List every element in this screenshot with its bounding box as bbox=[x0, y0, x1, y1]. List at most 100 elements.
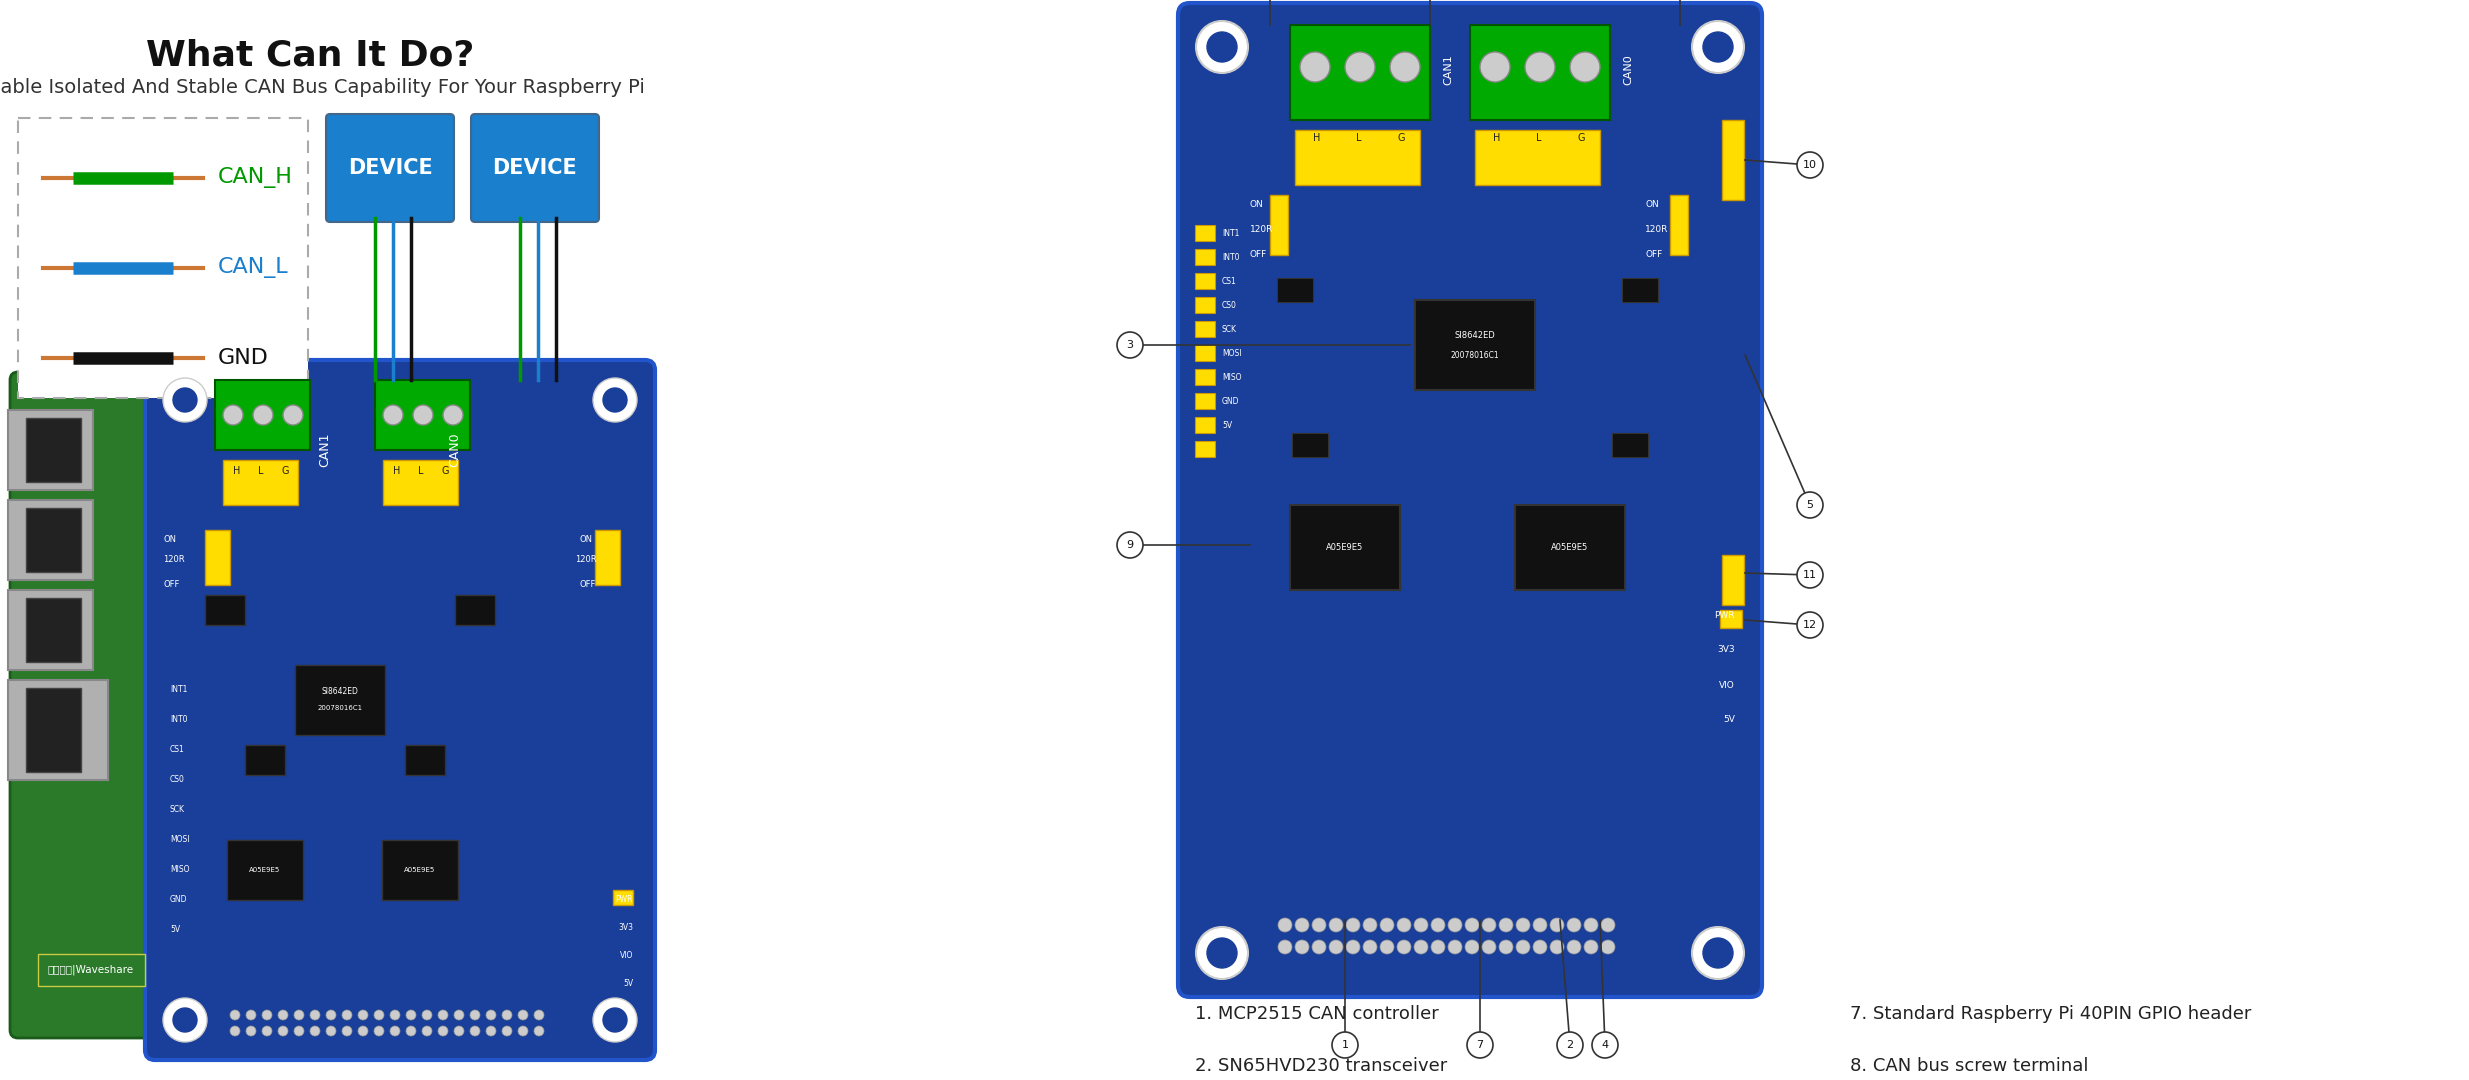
Text: GND: GND bbox=[217, 348, 269, 368]
Text: 9: 9 bbox=[1126, 540, 1133, 550]
Circle shape bbox=[533, 1026, 543, 1036]
Text: 7: 7 bbox=[1476, 1040, 1484, 1050]
Bar bbox=[7, 500, 94, 580]
Bar bbox=[27, 418, 81, 482]
Bar bbox=[1195, 417, 1215, 433]
Circle shape bbox=[1558, 1032, 1583, 1058]
Text: MOSI: MOSI bbox=[1222, 349, 1242, 357]
Circle shape bbox=[454, 1026, 464, 1036]
Circle shape bbox=[247, 1010, 257, 1020]
Text: G: G bbox=[1397, 133, 1405, 143]
Text: 5V: 5V bbox=[170, 926, 180, 934]
Bar bbox=[612, 890, 632, 905]
Circle shape bbox=[222, 405, 242, 426]
Circle shape bbox=[1570, 52, 1600, 82]
Circle shape bbox=[1516, 940, 1531, 954]
FancyBboxPatch shape bbox=[146, 360, 654, 1059]
Circle shape bbox=[1328, 940, 1343, 954]
Circle shape bbox=[1499, 940, 1513, 954]
Text: 2. SN65HVD230 transceiver: 2. SN65HVD230 transceiver bbox=[1195, 1057, 1447, 1075]
Text: OFF: OFF bbox=[1249, 249, 1267, 259]
Text: G: G bbox=[442, 465, 449, 476]
Text: G: G bbox=[1578, 133, 1585, 143]
Text: 120R: 120R bbox=[1644, 225, 1669, 234]
Circle shape bbox=[422, 1026, 432, 1036]
Text: ON: ON bbox=[580, 535, 593, 544]
Text: OFF: OFF bbox=[163, 580, 180, 589]
Text: H: H bbox=[232, 465, 239, 476]
Circle shape bbox=[279, 1026, 289, 1036]
Text: CAN1: CAN1 bbox=[319, 433, 331, 468]
Text: INT0: INT0 bbox=[170, 715, 188, 725]
Circle shape bbox=[1397, 940, 1410, 954]
Text: INT1: INT1 bbox=[170, 686, 188, 694]
Circle shape bbox=[1363, 918, 1378, 932]
Circle shape bbox=[343, 1026, 353, 1036]
Circle shape bbox=[358, 1010, 368, 1020]
Bar bbox=[1516, 505, 1625, 590]
Bar bbox=[1276, 278, 1314, 302]
Bar bbox=[405, 745, 444, 775]
Circle shape bbox=[284, 405, 304, 426]
Circle shape bbox=[1551, 940, 1563, 954]
Circle shape bbox=[1380, 918, 1395, 932]
Text: 120R: 120R bbox=[575, 555, 597, 564]
Bar bbox=[1195, 225, 1215, 241]
Circle shape bbox=[1390, 52, 1420, 82]
Circle shape bbox=[1704, 32, 1733, 62]
Bar bbox=[454, 595, 494, 625]
Circle shape bbox=[1516, 918, 1531, 932]
Text: SI8642ED: SI8642ED bbox=[321, 688, 358, 697]
Circle shape bbox=[1447, 918, 1462, 932]
Text: CS1: CS1 bbox=[1222, 276, 1237, 285]
Bar bbox=[1195, 441, 1215, 457]
Circle shape bbox=[412, 405, 432, 426]
Bar bbox=[1195, 369, 1215, 384]
Circle shape bbox=[1432, 918, 1444, 932]
Bar bbox=[595, 530, 620, 585]
Text: MISO: MISO bbox=[170, 865, 190, 875]
Circle shape bbox=[1432, 940, 1444, 954]
Bar bbox=[1289, 505, 1400, 590]
Circle shape bbox=[326, 1010, 336, 1020]
Text: OFF: OFF bbox=[1644, 249, 1662, 259]
Circle shape bbox=[454, 1010, 464, 1020]
Circle shape bbox=[1397, 918, 1410, 932]
Circle shape bbox=[1346, 52, 1375, 82]
Circle shape bbox=[1328, 918, 1343, 932]
Circle shape bbox=[326, 1026, 336, 1036]
Circle shape bbox=[1415, 940, 1427, 954]
Text: A05E9E5: A05E9E5 bbox=[249, 867, 281, 873]
Circle shape bbox=[230, 1026, 239, 1036]
Circle shape bbox=[437, 1026, 447, 1036]
Circle shape bbox=[1311, 940, 1326, 954]
Circle shape bbox=[1499, 918, 1513, 932]
Circle shape bbox=[1415, 918, 1427, 932]
Circle shape bbox=[1797, 612, 1822, 638]
Circle shape bbox=[1585, 918, 1597, 932]
Text: ON: ON bbox=[1249, 200, 1264, 210]
Bar bbox=[1269, 195, 1289, 255]
Text: H: H bbox=[393, 465, 400, 476]
Bar bbox=[222, 460, 299, 505]
Text: PWR: PWR bbox=[1713, 610, 1736, 620]
Bar bbox=[1469, 25, 1610, 120]
Text: H: H bbox=[1494, 133, 1501, 143]
Circle shape bbox=[405, 1026, 415, 1036]
Bar bbox=[294, 665, 385, 735]
Circle shape bbox=[1533, 918, 1548, 932]
Text: CS1: CS1 bbox=[170, 745, 185, 755]
Bar bbox=[1195, 297, 1215, 313]
Text: 3V3: 3V3 bbox=[617, 923, 632, 932]
Text: Enable Isolated And Stable CAN Bus Capability For Your Raspberry Pi: Enable Isolated And Stable CAN Bus Capab… bbox=[0, 78, 644, 97]
Circle shape bbox=[294, 1026, 304, 1036]
Circle shape bbox=[383, 405, 402, 426]
Circle shape bbox=[262, 1026, 272, 1036]
Text: 5V: 5V bbox=[622, 980, 632, 988]
Circle shape bbox=[294, 1010, 304, 1020]
Circle shape bbox=[1331, 1032, 1358, 1058]
Circle shape bbox=[252, 405, 274, 426]
Circle shape bbox=[373, 1026, 385, 1036]
Text: 120R: 120R bbox=[1249, 225, 1274, 234]
Text: 5: 5 bbox=[1807, 500, 1815, 510]
